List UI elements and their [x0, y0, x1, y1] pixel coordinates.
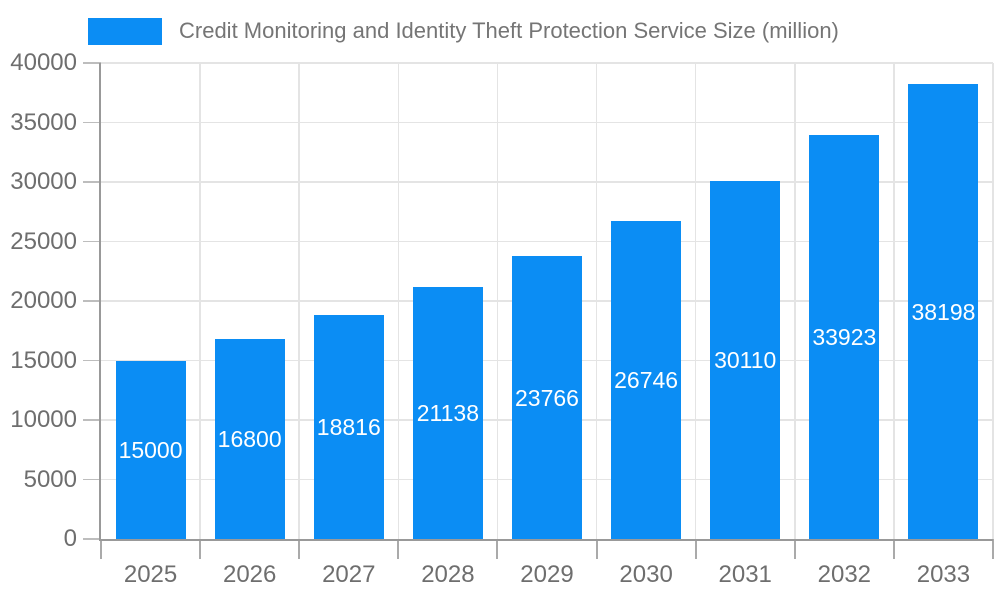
- y-axis-tick-label: 5000: [23, 465, 77, 493]
- x-axis-tick-label: 2030: [619, 561, 673, 588]
- chart-title: Credit Monitoring and Identity Theft Pro…: [179, 18, 839, 43]
- y-axis-tick: [83, 538, 101, 540]
- x-axis-tick: [595, 539, 598, 559]
- x-axis-line: [99, 539, 993, 541]
- bar: [809, 135, 880, 539]
- gridline-vertical: [794, 63, 796, 539]
- x-axis-tick-label: 2028: [421, 561, 475, 588]
- bar: [313, 315, 384, 539]
- bar-value-label: 15000: [118, 436, 183, 463]
- bar: [115, 360, 186, 539]
- legend: Credit Monitoring and Identity Theft Pro…: [88, 16, 839, 46]
- bar: [611, 220, 682, 539]
- bar-value-label: 26746: [614, 366, 679, 393]
- gridline-vertical: [496, 63, 499, 539]
- gridline-vertical: [893, 63, 895, 539]
- bar-value-label: 21138: [416, 400, 479, 427]
- bar-value-label: 38198: [911, 298, 976, 325]
- y-axis-tick: [83, 419, 101, 421]
- bar: [412, 287, 483, 539]
- bar: [512, 256, 582, 539]
- gridline-horizontal: [101, 121, 993, 124]
- x-axis-tick-label: 2029: [520, 561, 574, 588]
- y-axis-tick: [83, 240, 101, 243]
- x-axis-tick-label: 2032: [817, 561, 872, 588]
- y-axis-tick-label: 0: [63, 525, 77, 552]
- y-axis-tick: [83, 121, 101, 124]
- bar: [908, 84, 979, 539]
- y-axis-tick: [83, 478, 101, 481]
- bar: [710, 180, 781, 539]
- bar-value-label: 30110: [714, 346, 777, 373]
- gridline-horizontal: [101, 62, 993, 64]
- gridline-vertical: [694, 63, 697, 539]
- bar-value-label: 16800: [217, 426, 282, 453]
- y-axis-tick-label: 30000: [10, 168, 77, 195]
- y-axis-tick-label: 15000: [10, 346, 77, 374]
- gridline-vertical: [199, 63, 201, 539]
- gridline-vertical: [298, 63, 300, 539]
- x-axis-tick: [298, 539, 301, 559]
- y-axis-tick: [83, 300, 101, 302]
- gridline-horizontal: [101, 240, 993, 243]
- y-axis-tick: [83, 359, 101, 362]
- gridline-horizontal: [101, 181, 993, 183]
- x-axis-tick-label: 2026: [222, 561, 277, 588]
- x-axis-tick-label: 2027: [322, 561, 376, 588]
- y-axis-tick-label: 35000: [10, 108, 77, 136]
- x-axis-tick: [694, 539, 697, 559]
- y-axis-tick-label: 10000: [10, 406, 77, 433]
- bar-value-label: 23766: [515, 384, 579, 411]
- y-axis-line: [99, 63, 101, 541]
- x-axis-tick-label: 2031: [718, 561, 772, 588]
- y-axis-tick-label: 25000: [10, 227, 77, 255]
- legend-swatch: [88, 17, 162, 45]
- gridline-vertical: [397, 63, 400, 539]
- x-axis-tick-label: 2025: [123, 561, 178, 588]
- y-axis-tick: [83, 62, 101, 64]
- bar-value-label: 33923: [812, 324, 877, 351]
- bar: [214, 339, 285, 539]
- y-axis-tick-label: 40000: [10, 49, 77, 76]
- y-axis-tick: [83, 181, 101, 183]
- gridline-vertical: [595, 63, 598, 539]
- x-axis-tick: [397, 539, 400, 559]
- x-axis-tick: [892, 539, 895, 559]
- x-axis-tick: [496, 539, 499, 559]
- y-axis-tick-label: 20000: [10, 287, 77, 314]
- bar-value-label: 18816: [316, 414, 381, 441]
- x-axis-tick: [793, 539, 796, 559]
- x-axis-tick-label: 2033: [916, 561, 971, 588]
- x-axis-tick: [100, 539, 102, 559]
- x-axis-tick: [199, 539, 202, 559]
- x-axis-tick: [992, 539, 994, 559]
- gridline-vertical: [992, 63, 994, 539]
